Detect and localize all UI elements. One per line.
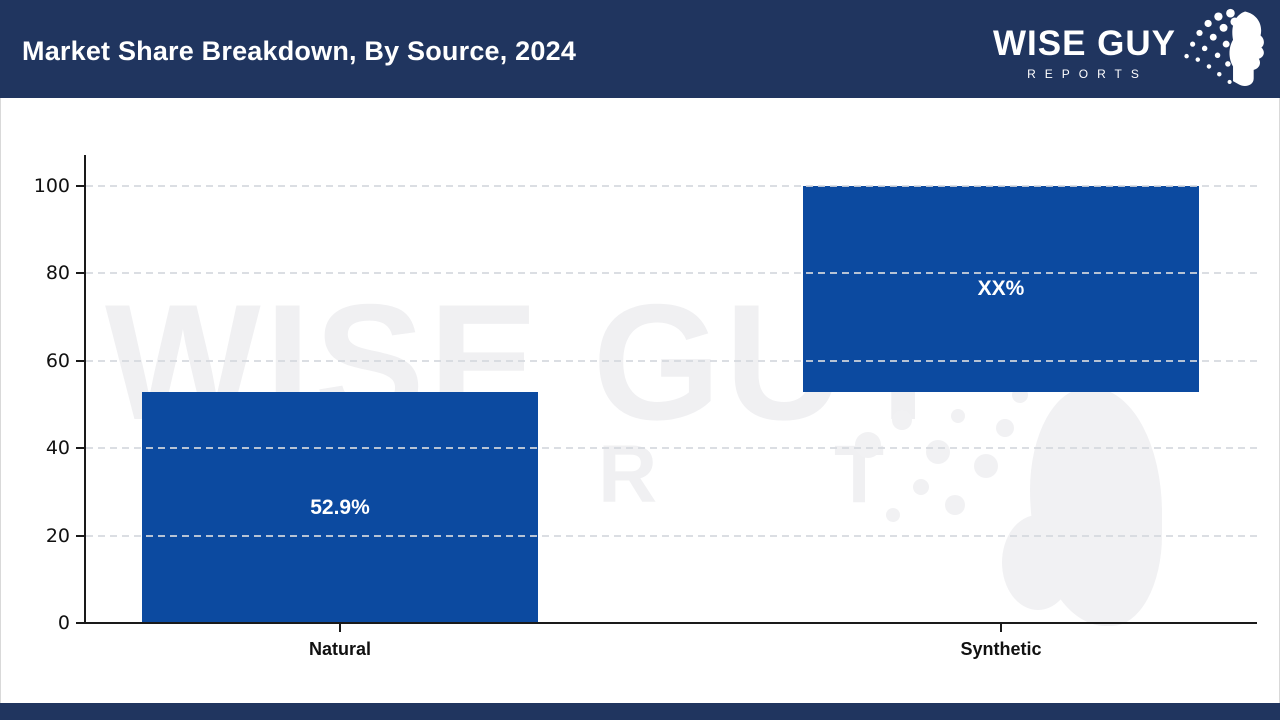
header-bar: Market Share Breakdown, By Source, 2024 …	[0, 0, 1280, 98]
gridline-40	[86, 447, 1257, 449]
y-axis-line	[84, 155, 86, 624]
y-tick-label-20: 20	[45, 525, 70, 547]
y-tick	[76, 272, 84, 274]
bar-natural	[142, 392, 538, 623]
watermark-dot	[913, 479, 929, 495]
y-tick	[76, 447, 84, 449]
footer-bar	[0, 703, 1280, 720]
gridline-100	[86, 185, 1257, 187]
watermark-dot	[945, 495, 965, 515]
y-tick	[76, 185, 84, 187]
y-tick-label-0: 0	[57, 612, 70, 634]
x-tick	[339, 624, 341, 632]
x-category-label-natural: Natural	[308, 639, 371, 659]
brand-logo: WISE GUY REPORTS	[993, 6, 1264, 94]
brand-subtitle: REPORTS	[1027, 67, 1148, 81]
watermark-dot	[892, 410, 912, 430]
watermark-dot	[855, 432, 881, 458]
bar-value-label-natural: 52.9%	[310, 496, 370, 519]
left-border	[0, 98, 1, 703]
chart-title: Market Share Breakdown, By Source, 2024	[22, 36, 577, 66]
y-tick-label-40: 40	[45, 437, 70, 459]
watermark-dot	[886, 508, 900, 522]
y-tick	[76, 360, 84, 362]
y-tick	[76, 622, 84, 624]
face-profile-dots-icon	[1184, 8, 1264, 87]
brand-name: WISE GUY	[992, 24, 1176, 63]
watermark-dot	[951, 409, 965, 423]
bar-value-label-synthetic: XX%	[977, 277, 1025, 300]
watermark-dot	[926, 440, 950, 464]
x-axis-line	[84, 622, 1257, 624]
watermark-dot	[974, 454, 998, 478]
watermark-dot	[996, 419, 1014, 437]
y-tick	[76, 535, 84, 537]
x-tick	[1000, 624, 1002, 632]
gridline-20	[86, 535, 1257, 537]
brand-logo-text: WISE GUY REPORTS	[993, 24, 1176, 81]
bar-synthetic	[803, 186, 1199, 392]
gridline-60	[86, 360, 1257, 362]
gridline-80	[86, 272, 1257, 274]
y-tick-label-60: 60	[45, 350, 70, 372]
y-tick-label-100: 100	[33, 175, 70, 197]
y-tick-label-80: 80	[45, 262, 70, 284]
watermark-chin-blob	[1002, 515, 1074, 610]
x-category-label-synthetic: Synthetic	[960, 639, 1042, 659]
